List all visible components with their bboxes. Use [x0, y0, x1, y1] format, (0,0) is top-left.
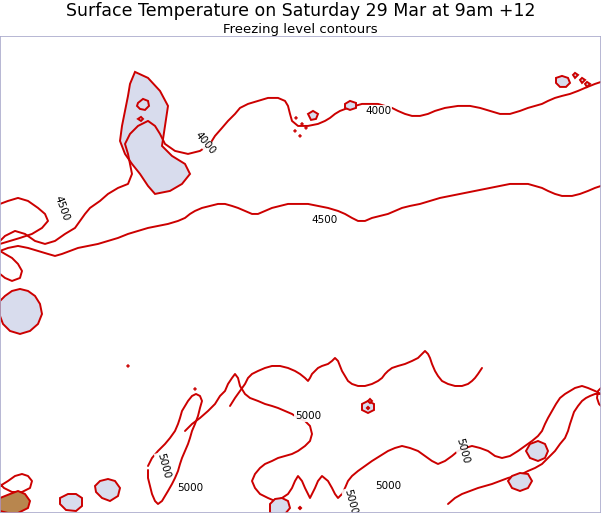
- Polygon shape: [300, 123, 304, 125]
- Text: Freezing level contours: Freezing level contours: [223, 23, 378, 36]
- Polygon shape: [0, 491, 30, 513]
- Text: 5000: 5000: [295, 411, 321, 421]
- Polygon shape: [556, 76, 570, 87]
- Text: 5000: 5000: [177, 483, 203, 493]
- Text: Surface Temperature on Saturday 29 Mar at 9am +12: Surface Temperature on Saturday 29 Mar a…: [66, 2, 535, 20]
- Polygon shape: [299, 134, 302, 137]
- Polygon shape: [95, 479, 120, 501]
- Polygon shape: [368, 399, 372, 403]
- Text: 4000: 4000: [365, 106, 391, 116]
- Polygon shape: [270, 498, 290, 513]
- Polygon shape: [580, 78, 585, 83]
- Text: 5000: 5000: [155, 452, 171, 480]
- Polygon shape: [573, 73, 578, 78]
- Polygon shape: [298, 506, 302, 510]
- Polygon shape: [138, 117, 143, 121]
- Text: 4000: 4000: [193, 130, 217, 156]
- Polygon shape: [305, 126, 308, 129]
- Polygon shape: [293, 129, 296, 132]
- Text: 5000: 5000: [454, 437, 470, 465]
- Text: 4500: 4500: [53, 194, 71, 222]
- Polygon shape: [294, 116, 297, 120]
- Polygon shape: [345, 101, 356, 110]
- Polygon shape: [362, 401, 374, 413]
- Polygon shape: [526, 441, 548, 461]
- Polygon shape: [194, 387, 197, 390]
- Polygon shape: [308, 111, 318, 120]
- Polygon shape: [0, 289, 42, 334]
- Polygon shape: [508, 473, 532, 491]
- Polygon shape: [120, 72, 190, 194]
- Polygon shape: [585, 82, 590, 87]
- Text: 5000: 5000: [342, 488, 358, 513]
- Polygon shape: [137, 99, 149, 110]
- Polygon shape: [366, 406, 370, 410]
- Polygon shape: [126, 364, 129, 367]
- Text: 5000: 5000: [375, 481, 401, 491]
- Polygon shape: [60, 494, 82, 511]
- Text: 4500: 4500: [312, 215, 338, 225]
